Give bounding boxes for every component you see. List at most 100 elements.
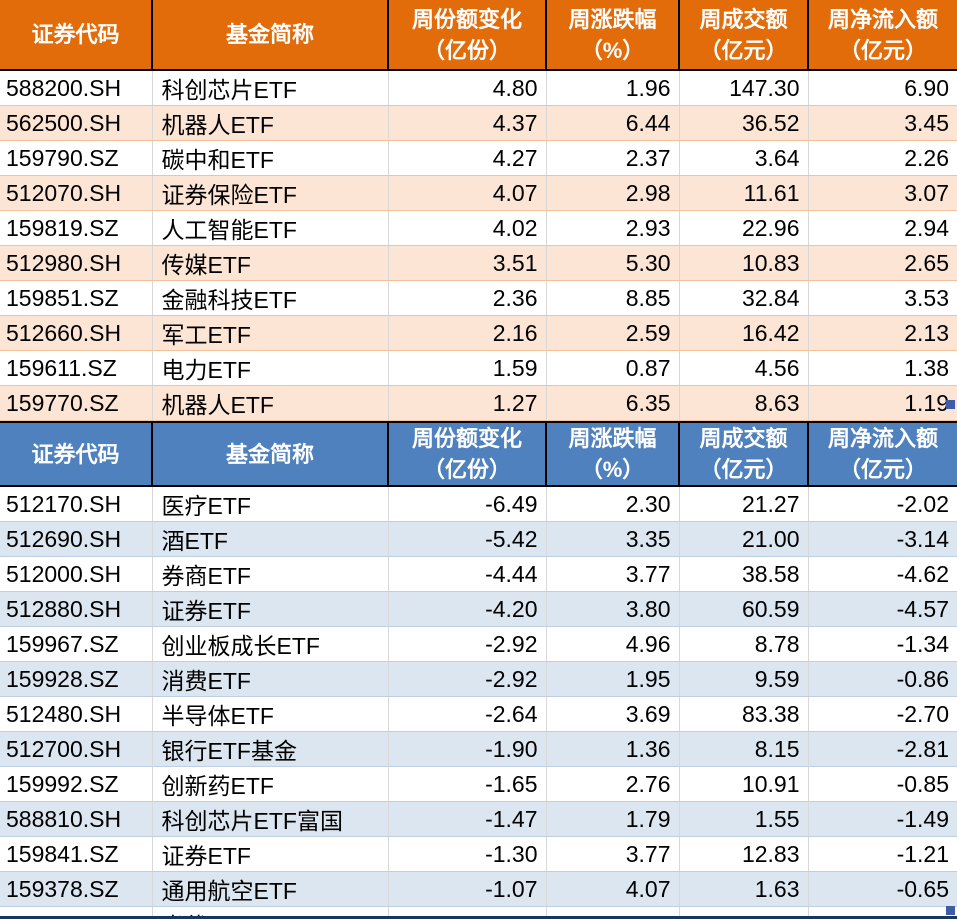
fund-name-cell[interactable]: 证券ETF <box>152 836 389 872</box>
pct-change-cell[interactable]: 6.44 <box>546 105 680 141</box>
pct-change-cell[interactable]: 0.87 <box>546 350 680 386</box>
share-change-cell[interactable]: 1.27 <box>388 385 547 421</box>
share-change-cell[interactable]: 2.16 <box>388 315 547 351</box>
turnover-cell[interactable]: 22.96 <box>679 210 809 246</box>
header-pct-change[interactable]: 周涨跌幅 （%） <box>546 0 680 71</box>
share-change-cell[interactable]: 4.27 <box>388 140 547 176</box>
share-change-cell[interactable]: -5.42 <box>388 521 547 557</box>
fund-name-cell[interactable]: 机器人ETF <box>152 105 389 141</box>
share-change-cell[interactable]: 4.80 <box>388 70 547 106</box>
pct-change-cell[interactable]: 1.36 <box>546 731 680 767</box>
turnover-cell[interactable]: 8.15 <box>679 731 809 767</box>
security-code-cell[interactable]: 512880.SH <box>0 591 153 627</box>
turnover-cell[interactable]: 21.27 <box>679 486 809 522</box>
selection-handle[interactable] <box>946 906 955 915</box>
net-inflow-cell[interactable]: -1.49 <box>808 801 957 837</box>
security-code-cell[interactable]: 512660.SH <box>0 315 153 351</box>
fund-name-cell[interactable]: 证券ETF <box>152 591 389 627</box>
fund-name-cell[interactable]: 创新药ETF <box>152 766 389 802</box>
turnover-cell[interactable]: 8.63 <box>679 385 809 421</box>
turnover-cell[interactable]: 10.83 <box>679 245 809 281</box>
share-change-cell[interactable]: -1.30 <box>388 836 547 872</box>
share-change-cell[interactable]: 4.07 <box>388 175 547 211</box>
header-turnover[interactable]: 周成交额 （亿元） <box>679 421 809 487</box>
turnover-cell[interactable]: 147.30 <box>679 70 809 106</box>
share-change-cell[interactable]: -4.44 <box>388 556 547 592</box>
net-inflow-cell[interactable]: -1.34 <box>808 626 957 662</box>
turnover-cell[interactable]: 38.58 <box>679 556 809 592</box>
net-inflow-cell[interactable]: 2.26 <box>808 140 957 176</box>
pct-change-cell[interactable]: 5.30 <box>546 245 680 281</box>
fund-name-cell[interactable]: 军工ETF <box>152 315 389 351</box>
pct-change-cell[interactable]: 1.79 <box>546 801 680 837</box>
pct-change-cell[interactable]: 6.35 <box>546 385 680 421</box>
security-code-cell[interactable]: 512000.SH <box>0 556 153 592</box>
header-share-change[interactable]: 周份额变化 （亿份） <box>388 421 547 487</box>
fund-name-cell[interactable]: 碳中和ETF <box>152 140 389 176</box>
pct-change-cell[interactable]: 2.98 <box>546 175 680 211</box>
turnover-cell[interactable]: 8.78 <box>679 626 809 662</box>
share-change-cell[interactable]: -1.65 <box>388 766 547 802</box>
security-code-cell[interactable]: 159992.SZ <box>0 766 153 802</box>
net-inflow-cell[interactable]: -1.21 <box>808 836 957 872</box>
share-change-cell[interactable]: -1.90 <box>388 731 547 767</box>
fund-name-cell[interactable]: 医疗ETF <box>152 486 389 522</box>
turnover-cell[interactable]: 16.42 <box>679 315 809 351</box>
share-change-cell[interactable]: 3.51 <box>388 245 547 281</box>
net-inflow-cell[interactable]: 1.38 <box>808 350 957 386</box>
fund-name-cell[interactable]: 半导体ETF <box>152 696 389 732</box>
security-code-cell[interactable]: 159611.SZ <box>0 350 153 386</box>
turnover-cell[interactable]: 9.59 <box>679 661 809 697</box>
turnover-cell[interactable]: 60.59 <box>679 591 809 627</box>
security-code-cell[interactable]: 159928.SZ <box>0 661 153 697</box>
header-fund-name[interactable]: 基金简称 <box>152 421 389 487</box>
net-inflow-cell[interactable]: 2.94 <box>808 210 957 246</box>
fund-name-cell[interactable]: 消费ETF <box>152 661 389 697</box>
fund-name-cell[interactable]: 券商ETF <box>152 556 389 592</box>
header-fund-name[interactable]: 基金简称 <box>152 0 389 71</box>
pct-change-cell[interactable]: 3.35 <box>546 521 680 557</box>
net-inflow-cell[interactable]: -2.81 <box>808 731 957 767</box>
turnover-cell[interactable]: 83.38 <box>679 696 809 732</box>
share-change-cell[interactable]: 4.37 <box>388 105 547 141</box>
net-inflow-cell[interactable]: -0.86 <box>808 661 957 697</box>
pct-change-cell[interactable]: 2.93 <box>546 210 680 246</box>
turnover-cell[interactable]: 1.55 <box>679 801 809 837</box>
header-net-inflow[interactable]: 周净流入额 （亿元） <box>808 421 957 487</box>
pct-change-cell[interactable]: 3.80 <box>546 591 680 627</box>
security-code-cell[interactable]: 515790.SH <box>0 906 153 916</box>
pct-change-cell[interactable]: 1.95 <box>546 661 680 697</box>
share-change-cell[interactable]: 2.36 <box>388 280 547 316</box>
net-inflow-cell[interactable]: 2.13 <box>808 315 957 351</box>
security-code-cell[interactable]: 159819.SZ <box>0 210 153 246</box>
net-inflow-cell[interactable]: -4.57 <box>808 591 957 627</box>
share-change-cell[interactable]: -2.64 <box>388 696 547 732</box>
security-code-cell[interactable]: 159378.SZ <box>0 871 153 907</box>
net-inflow-cell[interactable]: 3.45 <box>808 105 957 141</box>
net-inflow-cell[interactable]: -2.70 <box>808 696 957 732</box>
share-change-cell[interactable]: -2.92 <box>388 626 547 662</box>
header-net-inflow[interactable]: 周净流入额 （亿元） <box>808 0 957 71</box>
pct-change-cell[interactable]: 1.96 <box>546 70 680 106</box>
security-code-cell[interactable]: 512480.SH <box>0 696 153 732</box>
fund-name-cell[interactable]: 光伏ETF <box>152 906 389 916</box>
net-inflow-cell[interactable]: 1.19 <box>808 385 957 421</box>
header-pct-change[interactable]: 周涨跌幅 （%） <box>546 421 680 487</box>
fund-name-cell[interactable]: 电力ETF <box>152 350 389 386</box>
security-code-cell[interactable]: 512170.SH <box>0 486 153 522</box>
share-change-cell[interactable]: 1.59 <box>388 350 547 386</box>
security-code-cell[interactable]: 512690.SH <box>0 521 153 557</box>
header-security-code[interactable]: 证券代码 <box>0 421 153 487</box>
share-change-cell[interactable]: -1.47 <box>388 801 547 837</box>
net-inflow-cell[interactable]: -4.62 <box>808 556 957 592</box>
fund-name-cell[interactable]: 机器人ETF <box>152 385 389 421</box>
net-inflow-cell[interactable]: 3.07 <box>808 175 957 211</box>
pct-change-cell[interactable]: 3.69 <box>546 696 680 732</box>
turnover-cell[interactable]: 32.84 <box>679 280 809 316</box>
security-code-cell[interactable]: 159770.SZ <box>0 385 153 421</box>
share-change-cell[interactable]: -2.92 <box>388 661 547 697</box>
net-inflow-cell[interactable]: -0.65 <box>808 871 957 907</box>
pct-change-cell[interactable]: 2.59 <box>546 315 680 351</box>
pct-change-cell[interactable]: 4.96 <box>546 626 680 662</box>
security-code-cell[interactable]: 159967.SZ <box>0 626 153 662</box>
